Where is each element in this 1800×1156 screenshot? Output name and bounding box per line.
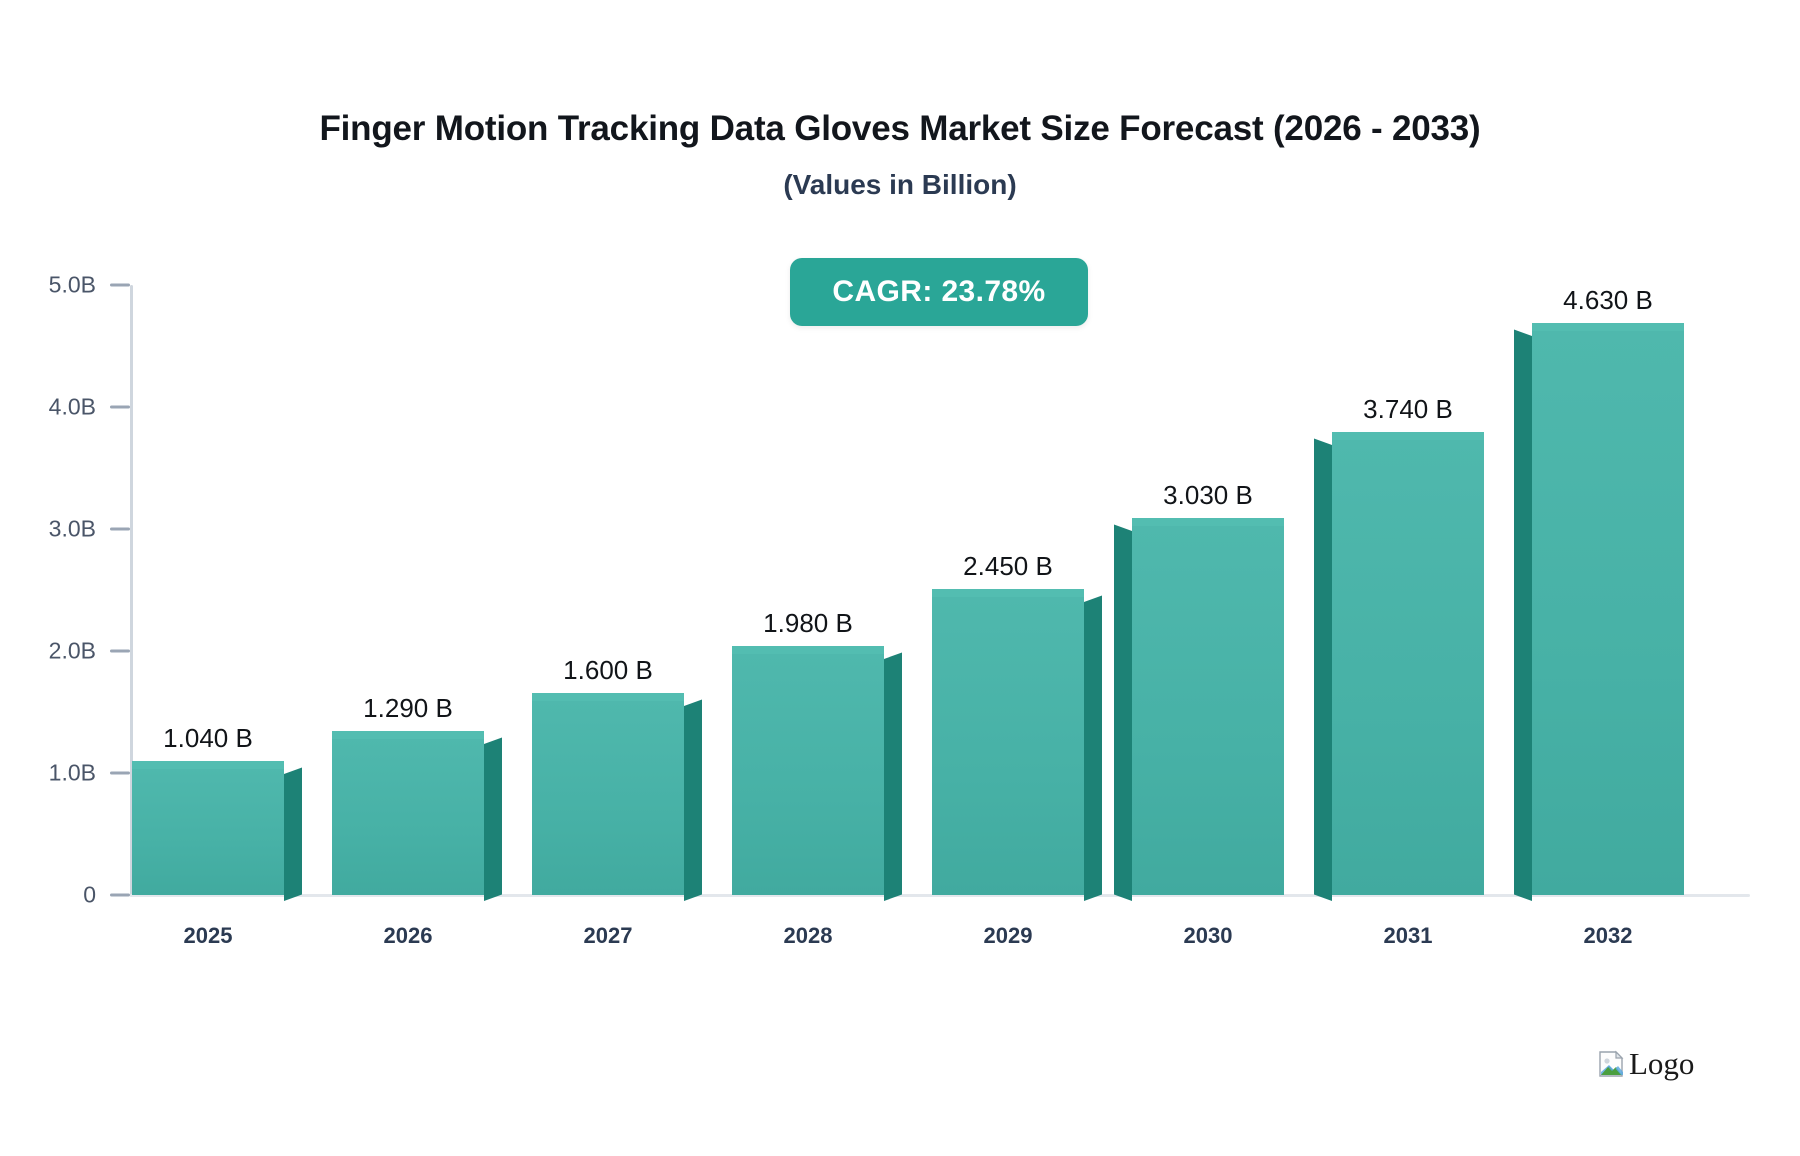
y-axis-tick-label: 4.0B [48, 393, 96, 420]
bar-group: 1.980 B 2028 [732, 608, 902, 948]
bar[interactable] [932, 589, 1102, 901]
y-axis-tick: 4.0B [0, 394, 130, 421]
bar-value-label: 3.030 B [1163, 480, 1253, 511]
y-axis-tick-mark [110, 283, 130, 287]
bar[interactable] [532, 692, 702, 901]
bar-group: 1.600 B 2027 [532, 655, 702, 948]
y-axis-tick: 5.0B [0, 272, 130, 299]
bar-front-face [132, 768, 284, 895]
plot-area: 1.040 B 2025 1.290 B 2026 1.600 B 2027 1.980 B… [49, 272, 1750, 948]
y-axis-tick: 3.0B [0, 516, 130, 543]
bars-layer: 1.040 B 2025 1.290 B 2026 1.600 B 2027 1.980 B… [130, 285, 1750, 948]
x-axis-tick-label: 2026 [383, 923, 433, 948]
y-axis-tick-label: 0 [83, 881, 96, 908]
bar-group: 1.040 B 2025 [132, 723, 302, 948]
bar-front-face [1532, 330, 1684, 895]
bar-top-face [1132, 518, 1284, 527]
y-axis-tick: 1.0B [0, 760, 130, 787]
bar[interactable] [1514, 323, 1684, 901]
bar[interactable] [132, 761, 302, 901]
bar-value-label: 2.450 B [963, 551, 1053, 582]
bar-front-face [332, 737, 484, 895]
bar-side-face [1514, 329, 1532, 901]
x-axis-tick-label: 2027 [583, 923, 633, 948]
y-axis-tick-mark [110, 771, 130, 775]
x-axis-tick-label: 2028 [783, 923, 833, 948]
logo-placeholder: Logo [1598, 1048, 1694, 1079]
bar-value-label: 1.040 B [163, 723, 253, 754]
bar-side-face [484, 737, 502, 901]
bar[interactable] [732, 646, 902, 901]
bar-front-face [1132, 525, 1284, 895]
y-axis-tick-label: 3.0B [48, 515, 96, 542]
y-axis-tick-mark [110, 405, 130, 409]
y-axis-tick-label: 1.0B [48, 759, 96, 786]
bar-front-face [932, 596, 1084, 895]
bar-group: 1.290 B 2026 [332, 693, 502, 948]
x-axis-tick-label: 2029 [983, 923, 1033, 948]
bar-value-label: 1.600 B [563, 654, 653, 685]
cagr-badge-label: CAGR: 23.78% [832, 275, 1046, 308]
x-axis-spine [130, 894, 1750, 897]
bar-side-face [684, 699, 702, 901]
broken-image-icon [1598, 1049, 1628, 1079]
bar-group: 3.030 B 2030 [1114, 480, 1284, 948]
y-axis-tick-label: 2.0B [48, 637, 96, 664]
y-axis-tick: 0 [0, 882, 130, 909]
bar-group: 4.630 B 2032 [1514, 285, 1684, 948]
y-axis-tick: 2.0B [0, 638, 130, 665]
bar-front-face [532, 699, 684, 895]
y-axis-tick-mark [110, 527, 130, 531]
bar-group: 3.740 B 2031 [1314, 394, 1484, 948]
x-axis-tick-label: 2031 [1383, 923, 1433, 948]
y-axis-tick-label: 5.0B [48, 271, 96, 298]
bar-top-face [732, 646, 884, 655]
bar-top-face [1532, 323, 1684, 332]
bar-value-label: 4.630 B [1563, 285, 1653, 316]
title-block: Finger Motion Tracking Data Gloves Marke… [0, 108, 1800, 202]
bar-top-face [132, 761, 284, 770]
chart-subtitle: (Values in Billion) [783, 169, 1017, 200]
bar-top-face [332, 730, 484, 739]
bar-top-face [532, 692, 684, 701]
bar-front-face [732, 653, 884, 895]
bar-group: 2.450 B 2029 [932, 551, 1102, 948]
bar-side-face [1314, 438, 1332, 901]
cagr-badge: CAGR: 23.78% [790, 258, 1088, 326]
bar-value-label: 1.980 B [763, 608, 853, 639]
bar-top-face [1332, 431, 1484, 440]
bar-value-label: 3.740 B [1363, 393, 1453, 424]
y-axis-spine [130, 285, 133, 897]
y-axis-tick-mark [110, 893, 130, 897]
bar-side-face [1084, 595, 1102, 901]
bar[interactable] [332, 730, 502, 901]
x-axis-tick-label: 2025 [183, 923, 233, 948]
x-axis-tick-label: 2032 [1583, 923, 1633, 948]
bar[interactable] [1314, 431, 1484, 901]
bar-front-face [1332, 438, 1484, 895]
page-title: Finger Motion Tracking Data Gloves Marke… [319, 109, 1481, 148]
bar-side-face [1114, 524, 1132, 901]
bar-side-face [284, 767, 302, 901]
bar-value-label: 1.290 B [363, 692, 453, 723]
bar-side-face [884, 652, 902, 901]
bar[interactable] [1114, 518, 1284, 901]
bar-top-face [932, 589, 1084, 598]
y-axis-tick-mark [110, 649, 130, 653]
logo-alt-text: Logo [1629, 1046, 1695, 1081]
x-axis-tick-label: 2030 [1183, 923, 1233, 948]
